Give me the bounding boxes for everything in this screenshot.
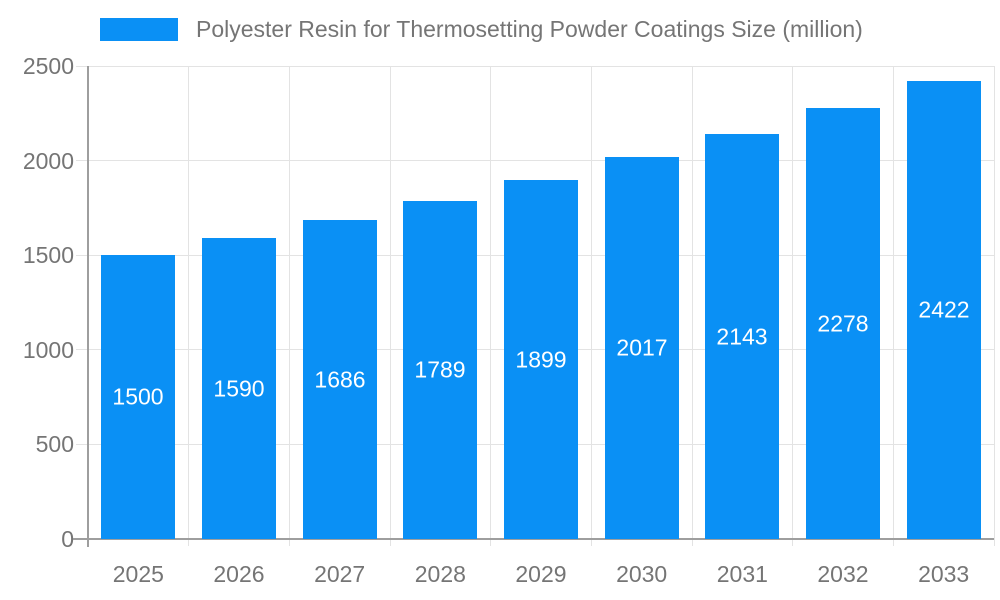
bar: 2017 — [605, 157, 679, 539]
y-axis-tick-label: 2000 — [22, 147, 74, 174]
x-axis-tick-label: 2031 — [716, 561, 768, 587]
y-axis-tick-label: 2500 — [22, 53, 74, 79]
bar-value-label: 1500 — [112, 383, 164, 410]
bar: 1590 — [202, 238, 276, 539]
bar: 1899 — [504, 180, 578, 539]
bar-value-label: 2143 — [716, 323, 768, 349]
x-axis-tick-label: 2026 — [213, 561, 265, 587]
gridline-vertical — [993, 66, 995, 546]
bar-value-label: 1899 — [515, 346, 567, 372]
legend: Polyester Resin for Thermosetting Powder… — [100, 16, 863, 43]
gridline-horizontal — [76, 65, 994, 67]
x-axis-tick-label: 2030 — [616, 561, 668, 587]
y-axis-tick-label: 0 — [61, 526, 74, 552]
plot-area: 0 500 1000 1500 2000 2500 1500 1590 1686 1789 1899… — [23, 53, 995, 587]
gridline-vertical — [792, 66, 794, 546]
bar-value-label: 1686 — [314, 366, 366, 392]
gridline-vertical — [288, 66, 290, 546]
bar-value-label: 2278 — [817, 310, 869, 336]
x-axis-tick-label: 2033 — [918, 561, 970, 587]
bar: 2278 — [806, 108, 880, 539]
bar-value-label: 1590 — [213, 375, 265, 401]
gridline-vertical — [691, 66, 693, 546]
gridline-vertical — [892, 66, 894, 546]
x-axis-tick-label: 2027 — [314, 561, 366, 587]
y-axis-tick-label: 500 — [35, 431, 74, 458]
y-axis-tick-label: 1500 — [22, 242, 74, 269]
legend-label: Polyester Resin for Thermosetting Powder… — [196, 16, 863, 42]
legend-swatch — [100, 18, 178, 41]
x-axis-tick-label: 2028 — [414, 561, 466, 587]
bar: 2143 — [705, 134, 779, 539]
gridline-vertical — [490, 66, 492, 546]
bar: 1500 — [101, 255, 175, 539]
x-axis-tick-label: 2029 — [515, 561, 567, 587]
y-axis-line — [87, 66, 89, 547]
x-axis-tick-label: 2025 — [112, 561, 164, 587]
bar-value-label: 2422 — [918, 296, 970, 323]
gridline-vertical — [188, 66, 190, 546]
y-axis-tick-label: 1000 — [22, 336, 74, 363]
bar: 1686 — [303, 220, 377, 539]
bar-value-label: 1789 — [414, 356, 466, 383]
bar-value-label: 2017 — [616, 334, 668, 361]
gridline-vertical — [590, 66, 592, 546]
gridline-vertical — [389, 66, 391, 546]
bar: 1789 — [403, 201, 477, 539]
x-axis-tick-label: 2032 — [817, 561, 869, 587]
bar: 2422 — [907, 81, 981, 539]
